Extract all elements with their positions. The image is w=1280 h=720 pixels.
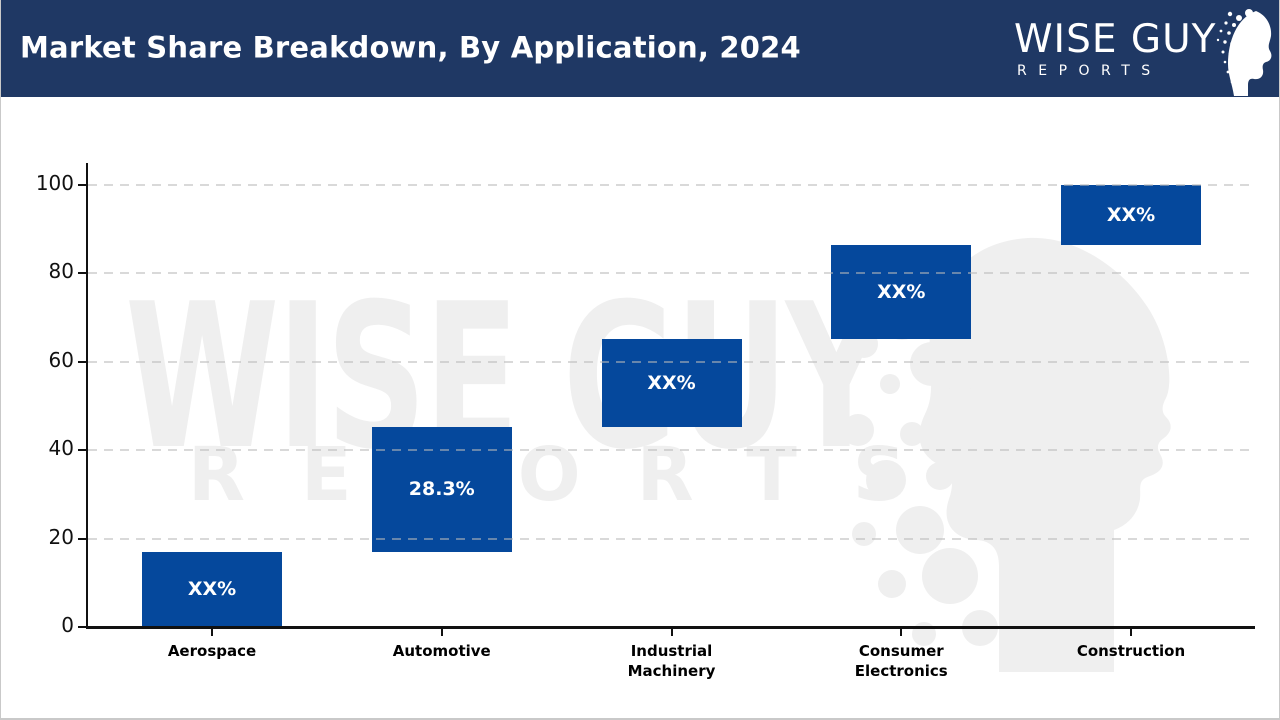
bar-aerospace [142, 551, 282, 627]
x-tick-mark [211, 629, 213, 636]
x-category-label-line: Aerospace [167, 642, 257, 660]
x-category-label-line: Construction [1076, 642, 1186, 660]
gridline [88, 272, 1255, 275]
y-tick-label: 80 [48, 259, 74, 284]
bar-construction [1061, 185, 1201, 246]
bar-value-label: XX% [187, 578, 237, 601]
bar-consumer-electronics [831, 245, 972, 340]
x-category-label-line: Machinery [627, 662, 716, 680]
x-category-label-line: Consumer [858, 642, 944, 660]
bar-value-label: XX% [647, 372, 696, 395]
y-tick-mark [78, 360, 86, 363]
y-tick-label: 20 [48, 524, 74, 549]
y-axis-line [86, 163, 88, 627]
x-axis-line [86, 626, 1255, 629]
y-tick-label: 0 [61, 613, 74, 637]
wiseguy-logo: WISE GUY REPORTS [1014, 4, 1272, 96]
x-category-label-aerospace: Aerospace [117, 641, 307, 661]
gridline [88, 184, 1255, 187]
x-category-label-line: Industrial [630, 642, 713, 660]
gridline [88, 537, 1255, 540]
x-category-label-line: Automotive [392, 642, 491, 660]
y-tick-mark [78, 272, 86, 275]
logo-line-wise-guy: WISE GUY [1014, 17, 1217, 62]
bar-value-label: XX% [877, 281, 926, 304]
x-category-label-construction: Construction [1036, 641, 1226, 661]
y-tick-mark [78, 184, 86, 187]
bar-industrial-machinery [601, 339, 742, 427]
bar-automotive [371, 426, 512, 552]
x-category-label-automotive: Automotive [347, 641, 537, 661]
x-tick-mark [900, 629, 903, 636]
y-tick-mark [78, 626, 86, 628]
y-tick-label: 60 [48, 347, 74, 372]
logo-wordmark: WISE GUY REPORTS [1014, 17, 1217, 80]
page-title: Market Share Breakdown, By Application, … [20, 30, 801, 65]
y-tick-label: 40 [48, 436, 74, 461]
y-tick-label: 100 [35, 171, 74, 196]
gridline [88, 360, 1255, 363]
x-category-label-line: Electronics [854, 662, 948, 680]
gridline [88, 449, 1255, 452]
x-category-label-consumer-electronics: Consumer Electronics [806, 641, 996, 681]
bar-value-label: XX% [1106, 204, 1156, 227]
bar-value-label: 28.3% [408, 478, 475, 501]
logo-line-reports: REPORTS [1017, 63, 1162, 79]
x-tick-mark [1130, 629, 1132, 636]
y-tick-mark [78, 449, 86, 452]
y-tick-mark [78, 537, 86, 540]
x-category-label-industrial-machinery: Industrial Machinery [577, 641, 767, 681]
x-tick-mark [440, 629, 443, 636]
header-bar: Market Share Breakdown, By Application, … [0, 0, 1280, 97]
x-tick-mark [670, 629, 673, 636]
dotted-head-profile-icon [1216, 9, 1272, 96]
